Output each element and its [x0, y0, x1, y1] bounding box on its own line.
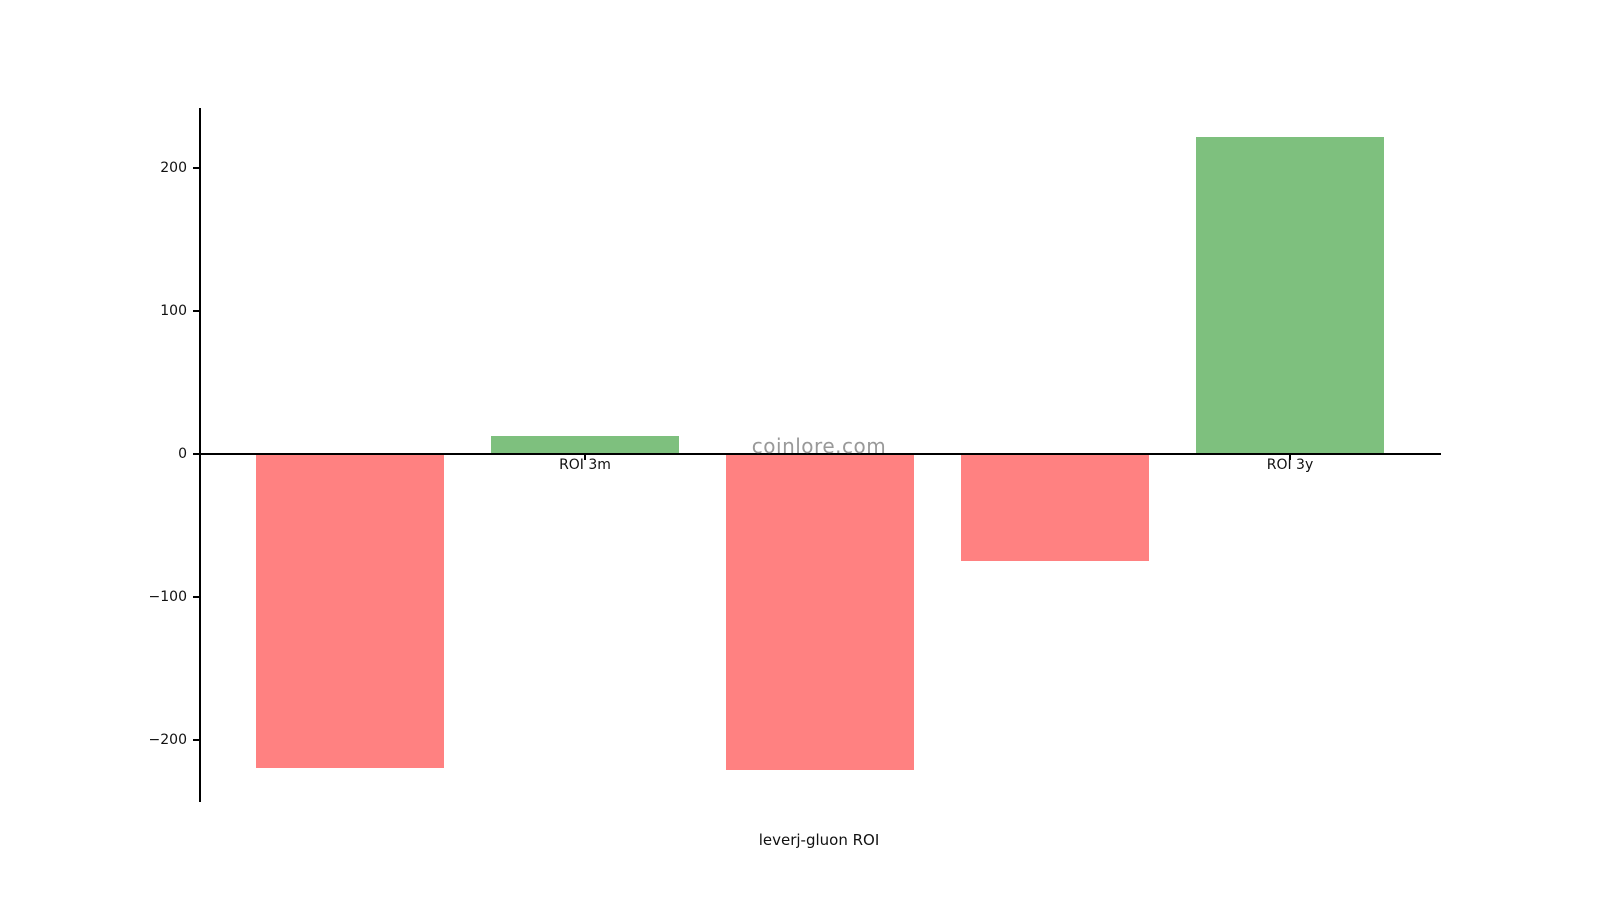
y-tick-mark [193, 310, 199, 312]
y-tick-label: 100 [160, 303, 187, 319]
plot-area: 200 100 0 −100 −200 ROI 3m ROI 3y coinlore.co… [149, 108, 1441, 802]
bar-1 [256, 455, 444, 769]
y-tick-label: 200 [160, 160, 187, 176]
y-tick-mark [193, 453, 199, 455]
y-tick-label: −100 [148, 589, 187, 605]
y-tick-mark [193, 739, 199, 741]
y-tick-mark [193, 596, 199, 598]
y-tick-mark [193, 167, 199, 169]
y-tick-label: −200 [148, 732, 187, 748]
x-tick-label: ROI 3m [559, 457, 611, 473]
x-axis-title: leverj-gluon ROI [758, 831, 880, 849]
y-axis-spine [199, 108, 201, 802]
bar-2 [491, 435, 679, 453]
x-tick-label: ROI 3y [1266, 457, 1314, 473]
x-tick-mark [1289, 455, 1291, 460]
bar-4 [961, 455, 1149, 561]
bar-3 [726, 455, 914, 770]
x-axis-zero-line [201, 453, 1441, 455]
watermark: coinlore.com [751, 434, 887, 458]
x-tick-mark [584, 455, 586, 460]
bar-5 [1196, 136, 1384, 453]
y-tick-label: 0 [178, 446, 187, 462]
